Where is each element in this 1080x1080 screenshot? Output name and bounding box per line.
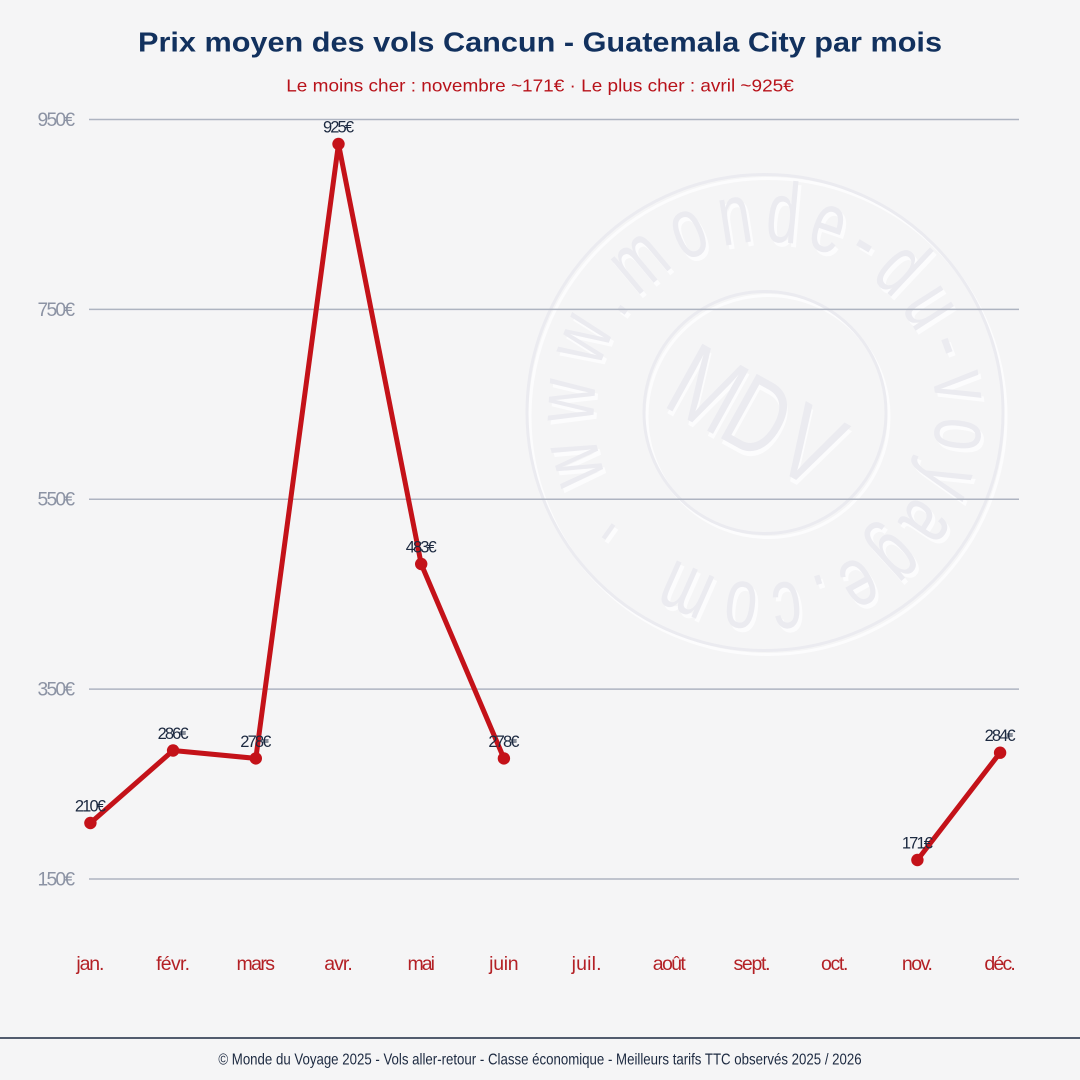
svg-text:210€: 210€ <box>75 798 106 816</box>
svg-text:w: w <box>515 376 614 425</box>
svg-text:nov.: nov. <box>902 953 933 975</box>
svg-text:Prix moyen des vols Cancun - G: Prix moyen des vols Cancun - Guatemala C… <box>138 26 942 58</box>
svg-text:avr.: avr. <box>324 953 353 975</box>
svg-text:925€: 925€ <box>323 119 354 137</box>
svg-text:sept.: sept. <box>734 953 771 975</box>
svg-text:© Monde du Voyage 2025 - Vols: © Monde du Voyage 2025 - Vols aller-reto… <box>218 1052 861 1069</box>
svg-text:350€: 350€ <box>38 680 76 701</box>
svg-text:jan.: jan. <box>75 953 104 975</box>
svg-text:278€: 278€ <box>240 733 271 751</box>
svg-text:oct.: oct. <box>821 953 849 975</box>
svg-text:284€: 284€ <box>985 727 1016 745</box>
svg-text:déc.: déc. <box>984 953 1016 975</box>
svg-text:171€: 171€ <box>902 835 933 853</box>
svg-text:mai: mai <box>407 953 435 975</box>
svg-text:750€: 750€ <box>38 300 76 321</box>
svg-text:juin: juin <box>488 953 519 975</box>
svg-text:w: w <box>518 380 617 429</box>
svg-text:mars: mars <box>237 953 276 975</box>
svg-text:550€: 550€ <box>38 490 76 511</box>
svg-text:286€: 286€ <box>158 725 189 743</box>
svg-text:août: août <box>653 953 687 975</box>
svg-text:483€: 483€ <box>406 539 437 557</box>
svg-text:150€: 150€ <box>38 870 76 891</box>
svg-text:Le moins cher : novembre ~171€: Le moins cher : novembre ~171€ · Le plus… <box>286 75 794 95</box>
svg-text:févr.: févr. <box>156 953 190 975</box>
svg-text:278€: 278€ <box>488 733 519 751</box>
svg-text:juil.: juil. <box>571 953 602 975</box>
svg-text:950€: 950€ <box>38 110 76 131</box>
